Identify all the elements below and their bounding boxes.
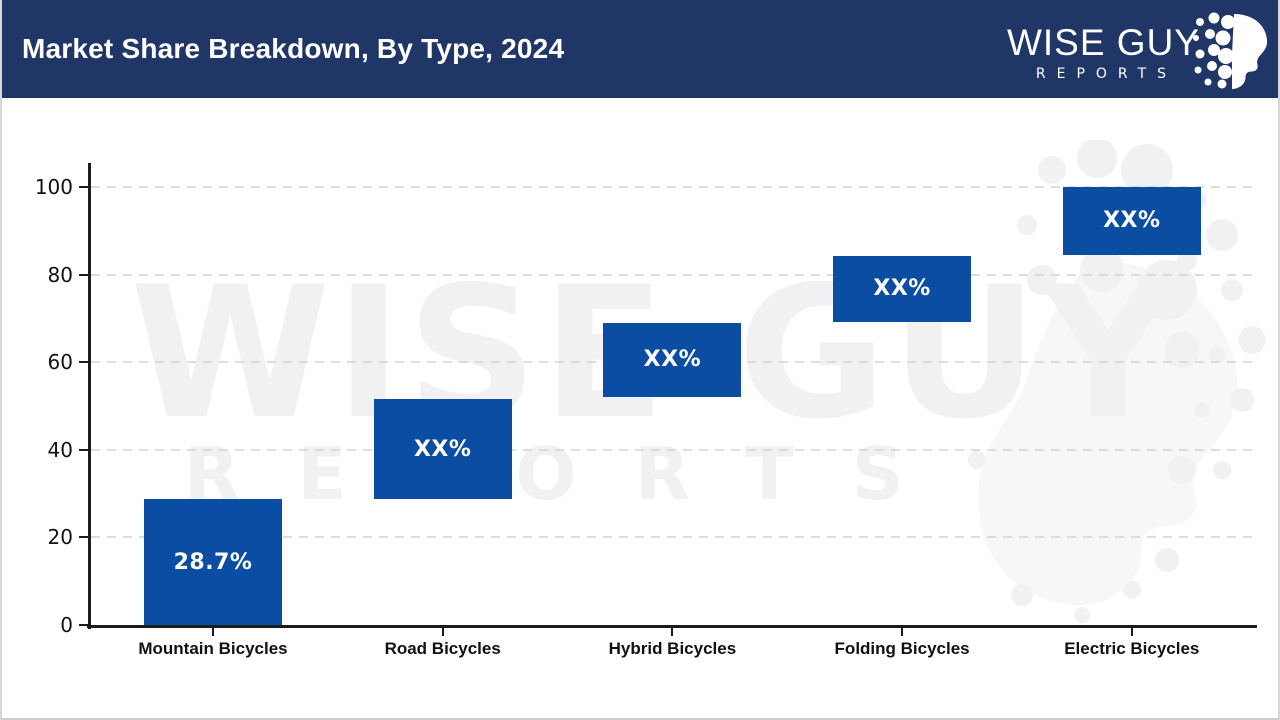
x-axis-spine [87, 625, 1257, 628]
bar: 28.7% [144, 499, 282, 625]
brand-logo-text: WISE GUY REPORTS [1007, 22, 1200, 82]
bar: XX% [1062, 187, 1201, 255]
x-tick-mark [901, 628, 904, 636]
y-tick-label: 20 [47, 525, 73, 550]
bar: XX% [373, 398, 512, 500]
bar-value-label: XX% [1103, 208, 1161, 234]
gridline [91, 448, 1257, 451]
bar-value-label: XX% [413, 436, 472, 462]
x-tick-label: Mountain Bicycles [138, 639, 288, 658]
y-tick-label: 80 [47, 262, 73, 287]
bar-value-label: XX% [873, 276, 931, 302]
x-tick-mark [441, 628, 444, 636]
y-tick-label: 100 [34, 175, 73, 199]
bar: XX% [833, 255, 972, 322]
header-band: Market Share Breakdown, By Type, 2024 WI… [2, 0, 1278, 98]
bar-value-label: XX% [643, 347, 702, 373]
x-tick-label: Folding Bicycles [834, 639, 970, 658]
y-tick-mark [79, 361, 88, 364]
y-tick-label: 40 [47, 437, 73, 462]
x-tick-label: Hybrid Bicycles [608, 639, 737, 658]
bottom-edge-line [2, 718, 1278, 720]
y-tick-mark [79, 536, 88, 539]
brand-subtitle: REPORTS [1035, 66, 1178, 82]
bar-value-label: 28.7% [173, 549, 253, 575]
y-tick-mark [79, 186, 88, 188]
y-tick-label: 60 [47, 350, 73, 375]
y-tick-label: 0 [60, 613, 73, 637]
brand-logo: WISE GUY REPORTS [1007, 8, 1270, 92]
y-tick-mark [79, 448, 88, 451]
x-tick-mark [1130, 628, 1133, 636]
x-tick-mark [671, 628, 674, 636]
gridline [91, 536, 1257, 539]
dotted-head-icon [1193, 12, 1268, 89]
x-tick-label: Electric Bicycles [1064, 639, 1200, 658]
y-tick-mark [79, 273, 88, 276]
brand-name: WISE GUY [1006, 22, 1200, 63]
gridline [91, 186, 1257, 188]
x-tick-label: Road Bicycles [384, 639, 501, 658]
x-tick-mark [212, 628, 214, 636]
y-axis-spine [88, 163, 91, 629]
y-tick-mark [79, 624, 88, 626]
chart-title: Market Share Breakdown, By Type, 2024 [22, 33, 565, 64]
plot-area: 0 20 40 60 80 100 28.7% Mountain Bicycles XX% Roa… [2, 98, 1278, 720]
gridline [91, 273, 1257, 276]
bar: XX% [603, 322, 742, 397]
